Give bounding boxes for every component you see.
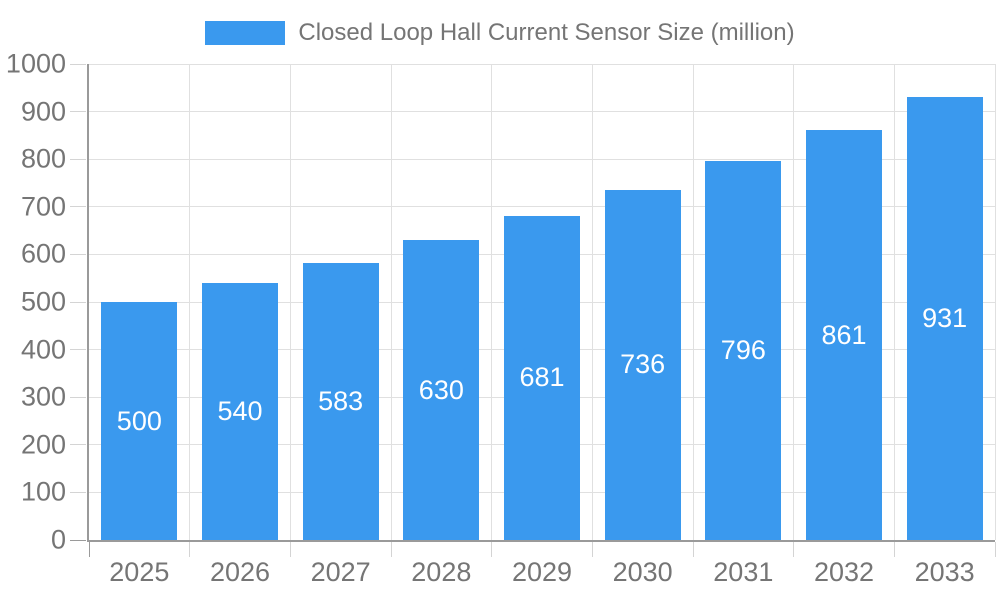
y-tick-label: 1000: [5, 48, 66, 79]
bar[interactable]: 630: [403, 240, 480, 540]
x-tick-label: 2029: [511, 557, 573, 587]
v-gridline: [893, 64, 895, 540]
bar-value-label: 931: [922, 302, 968, 333]
y-tick-label: 900: [20, 96, 66, 127]
h-gridline: [89, 63, 995, 65]
legend[interactable]: Closed Loop Hall Current Sensor Size (mi…: [0, 19, 1000, 46]
x-tick-label: 2026: [209, 557, 271, 587]
bar[interactable]: 736: [604, 189, 681, 540]
bar[interactable]: 583: [302, 262, 379, 540]
h-gridline: [89, 206, 995, 208]
y-tick-label: 500: [20, 286, 66, 317]
x-tick-label: 2033: [914, 557, 975, 587]
y-tick-label: 200: [20, 429, 66, 460]
x-tick-label: 2025: [109, 557, 170, 587]
x-axis-tick: [994, 542, 996, 557]
y-axis-tick: [70, 396, 86, 398]
x-axis-tick: [893, 542, 895, 557]
y-tick-label: 100: [20, 476, 66, 507]
x-axis-tick: [692, 542, 694, 557]
y-axis-tick: [70, 158, 86, 160]
x-axis-tick: [88, 542, 90, 557]
y-axis-tick: [70, 349, 86, 351]
bar-value-label: 630: [418, 374, 464, 405]
v-gridline: [793, 64, 795, 540]
x-axis-labels: 2025 2026 2027 2028 2029 2030 2031 2032 2033: [89, 557, 995, 594]
legend-swatch-icon: [205, 21, 286, 46]
y-axis-tick: [70, 253, 86, 255]
y-axis-tick: [70, 539, 86, 541]
v-gridline: [591, 64, 593, 540]
bar-value-label: 500: [116, 405, 162, 436]
x-axis-tick: [491, 542, 493, 557]
x-axis-tick: [793, 542, 795, 557]
bar-value-label: 583: [318, 385, 364, 416]
x-tick-label: 2032: [813, 557, 875, 587]
bar[interactable]: 681: [503, 215, 580, 540]
v-gridline: [692, 64, 694, 540]
bar[interactable]: 861: [805, 130, 882, 540]
bar-value-label: 736: [620, 349, 666, 380]
y-axis-labels: 0 100 200 300 400 500 600 700 800 900 1000: [0, 50, 66, 553]
x-axis-tick: [591, 542, 593, 557]
bar[interactable]: 540: [201, 282, 278, 540]
h-gridline: [89, 111, 995, 113]
bar[interactable]: 931: [906, 96, 983, 540]
v-gridline: [491, 64, 493, 540]
bar[interactable]: 500: [101, 302, 178, 540]
h-gridline: [89, 158, 995, 160]
legend-label: Closed Loop Hall Current Sensor Size (mi…: [298, 19, 795, 46]
y-tick-label: 300: [20, 381, 66, 412]
y-axis-tick: [70, 111, 86, 113]
bar-value-label: 681: [519, 362, 565, 393]
x-tick-label: 2028: [411, 557, 472, 587]
y-tick-label: 800: [20, 143, 66, 174]
x-axis-tick: [189, 542, 191, 557]
v-gridline: [189, 64, 191, 540]
x-axis-tick: [390, 542, 392, 557]
plot-area: 500 540 583 630 681 736 796 861 931: [70, 63, 996, 557]
x-tick-label: 2027: [310, 557, 371, 587]
bar-value-label: 796: [720, 335, 766, 366]
v-gridline: [994, 64, 996, 540]
v-gridline: [390, 64, 392, 540]
y-tick-label: 700: [20, 191, 66, 222]
bar[interactable]: 796: [705, 161, 782, 540]
y-tick-label: 400: [20, 334, 66, 365]
y-axis-tick: [70, 301, 86, 303]
x-tick-label: 2030: [612, 557, 673, 587]
v-gridline: [289, 64, 291, 540]
y-axis-tick: [70, 491, 86, 493]
bar-value-label: 861: [821, 319, 867, 350]
y-axis-tick: [70, 206, 86, 208]
x-tick-label: 2031: [713, 557, 774, 587]
bar-value-label: 540: [217, 395, 263, 426]
y-tick-label: 600: [20, 238, 66, 269]
y-tick-label: 0: [50, 524, 66, 555]
y-axis-tick: [70, 63, 86, 65]
x-axis-tick: [289, 542, 291, 557]
y-axis-tick: [70, 444, 86, 446]
